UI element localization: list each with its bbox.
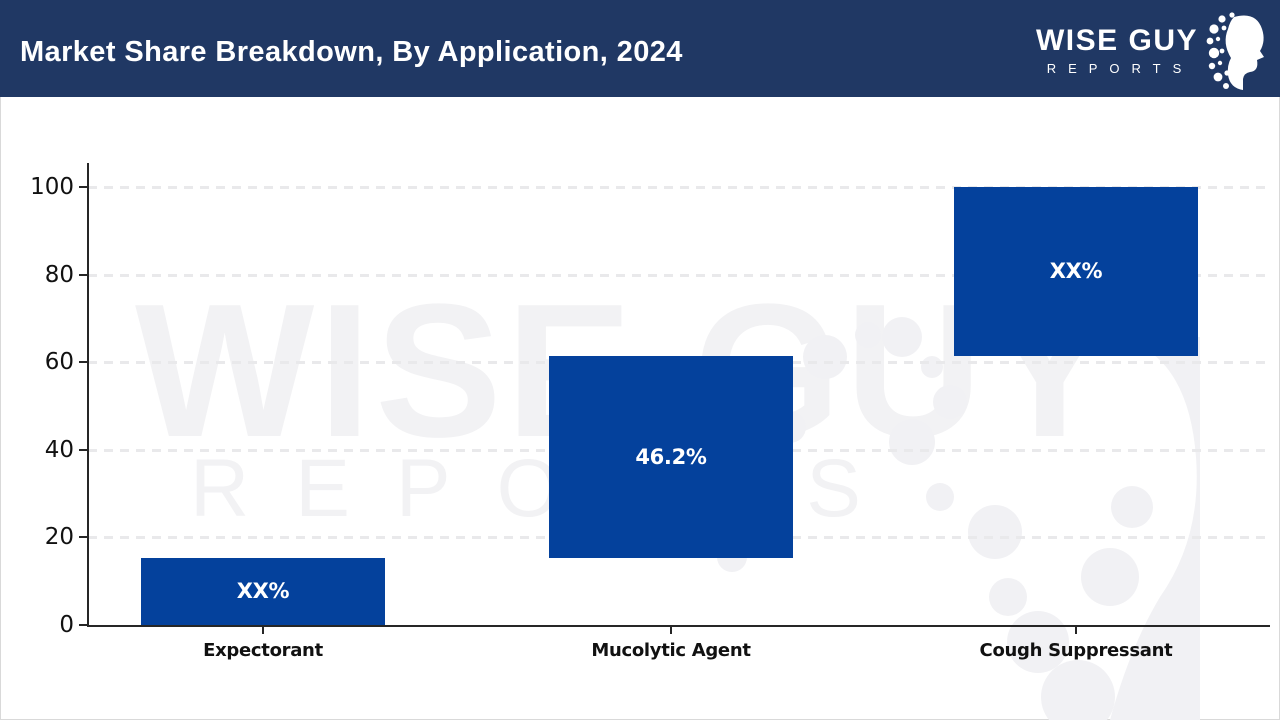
wiseguy-logo: WISE GUY REPORTS (1036, 7, 1266, 91)
logo-subtitle: REPORTS (1046, 60, 1194, 76)
y-tick-mark (79, 186, 87, 188)
chart-area: WISE GUY REPORTS XX%46.2%XX% 02040608010… (0, 97, 1280, 720)
y-axis-line (87, 163, 89, 627)
x-tick-mark (1075, 626, 1077, 634)
y-tick-mark (79, 273, 87, 276)
bar-value-label: XX% (236, 579, 290, 604)
y-tick-label: 80 (44, 261, 74, 288)
logo-wordmark: WISE GUY (1035, 24, 1198, 58)
y-tick-mark (79, 448, 87, 451)
header: Market Share Breakdown, By Application, … (0, 0, 1280, 97)
y-tick-mark (79, 624, 87, 626)
y-tick-mark (79, 536, 87, 539)
bars-layer: XX% 46.2% XX% (0, 97, 1280, 720)
x-category-label: Cough Suppressant (979, 640, 1173, 661)
gridline-y100 (88, 186, 1270, 189)
y-tick-mark (79, 361, 87, 364)
bar-value-label: 46.2% (635, 444, 707, 469)
x-category-label: Mucolytic Agent (591, 640, 751, 661)
x-category-label: Expectorant (203, 640, 323, 661)
y-tick-label: 0 (59, 612, 74, 638)
y-tick-label: 100 (30, 174, 74, 200)
bar-mucolytic-agent: 46.2% (549, 355, 793, 558)
y-tick-label: 60 (44, 349, 74, 376)
bar-cough-suppressant: XX% (954, 187, 1198, 356)
bar-expectorant: XX% (141, 557, 385, 625)
chart-title: Market Share Breakdown, By Application, … (20, 36, 683, 68)
x-axis-line (87, 625, 1270, 627)
bar-value-label: XX% (1049, 259, 1103, 284)
y-tick-label: 20 (44, 524, 74, 551)
logo-face-icon (1206, 11, 1264, 90)
x-tick-mark (670, 626, 672, 634)
x-tick-mark (262, 626, 264, 634)
logo-text: WISE GUY REPORTS (1036, 25, 1198, 76)
y-tick-label: 40 (44, 436, 74, 463)
gridline-y80 (88, 273, 1270, 277)
